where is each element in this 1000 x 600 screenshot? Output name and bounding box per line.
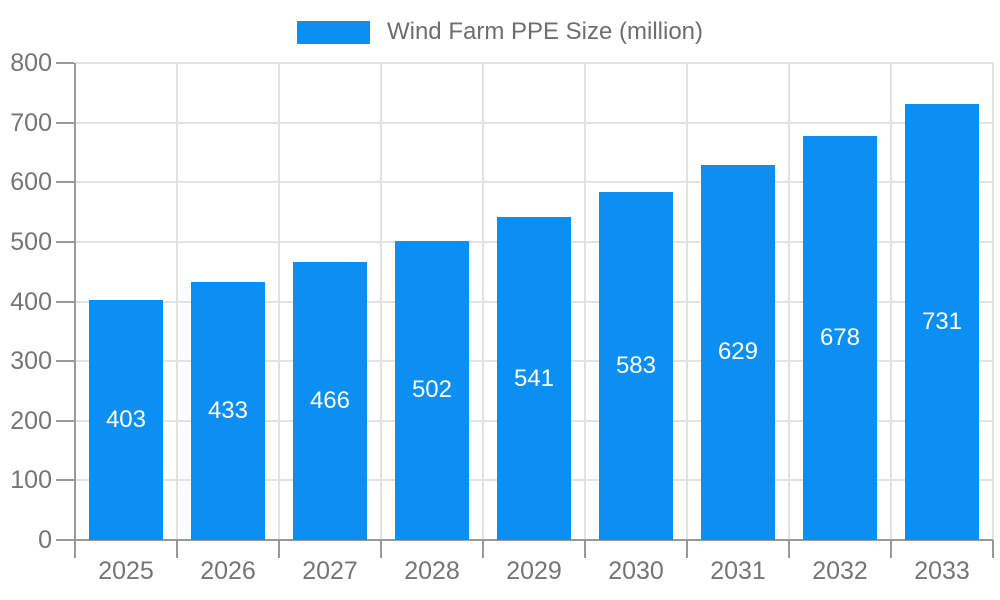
x-axis-tick — [380, 540, 382, 558]
x-axis-tick-label: 2029 — [506, 557, 562, 585]
bar-2027[interactable]: 466 — [293, 262, 367, 540]
bar-value-label: 541 — [513, 364, 554, 392]
x-axis-line — [75, 539, 993, 541]
bar-2028[interactable]: 502 — [395, 240, 469, 540]
y-axis-tick-label: 800 — [10, 49, 52, 77]
bar-value-label: 403 — [105, 405, 146, 433]
bar-2030[interactable]: 583 — [599, 192, 673, 540]
x-axis-tick-label: 2025 — [98, 557, 154, 585]
gridline-vertical — [584, 63, 586, 540]
x-axis-tick — [482, 540, 484, 558]
x-axis-tick — [278, 540, 280, 558]
y-axis-tick — [56, 360, 74, 363]
y-axis-tick-label: 200 — [10, 406, 52, 435]
gridline-vertical — [482, 63, 484, 540]
gridline-vertical — [380, 63, 382, 540]
y-axis-tick-label: 600 — [10, 168, 52, 197]
x-axis-tick — [74, 540, 76, 558]
y-axis-tick — [56, 300, 74, 303]
gridline-vertical — [992, 63, 994, 540]
y-axis-tick — [56, 121, 74, 124]
bar-2029[interactable]: 541 — [497, 217, 571, 540]
y-axis-tick — [56, 62, 74, 64]
gridline-vertical — [788, 63, 790, 540]
y-axis-tick — [56, 419, 74, 422]
x-axis-tick — [788, 540, 790, 558]
bar-2025[interactable]: 403 — [89, 299, 163, 540]
x-axis-tick — [992, 540, 994, 558]
bar-2032[interactable]: 678 — [803, 135, 877, 540]
legend-label: Wind Farm PPE Size (million) — [386, 18, 704, 45]
y-axis-tick-label: 700 — [10, 108, 52, 137]
bar-2031[interactable]: 629 — [701, 164, 775, 540]
y-axis-tick — [56, 539, 74, 541]
x-axis-tick — [686, 540, 688, 558]
x-axis-tick-label: 2031 — [710, 557, 766, 585]
gridline-horizontal — [75, 62, 993, 64]
y-axis-tick-label: 0 — [38, 526, 52, 554]
x-axis-tick-label: 2030 — [608, 557, 664, 585]
y-axis-tick — [56, 181, 74, 184]
y-axis-tick-label: 500 — [10, 227, 52, 256]
x-axis-tick — [176, 540, 178, 558]
gridline-vertical — [176, 63, 178, 540]
gridline-vertical — [278, 63, 280, 540]
gridline-vertical — [686, 63, 688, 540]
bar-value-label: 466 — [309, 387, 350, 415]
bar-value-label: 629 — [717, 338, 758, 366]
legend-swatch — [296, 20, 370, 44]
y-axis-line — [74, 63, 76, 540]
x-axis-tick-label: 2033 — [914, 557, 970, 585]
y-axis-tick-label: 300 — [10, 347, 52, 376]
bar-value-label: 678 — [819, 323, 860, 351]
bar-value-label: 433 — [207, 396, 248, 424]
y-axis-tick-label: 100 — [10, 466, 52, 495]
x-axis-tick-label: 2028 — [404, 557, 460, 585]
y-axis-tick — [56, 240, 74, 243]
gridline-horizontal — [75, 181, 993, 184]
x-axis-tick-label: 2026 — [200, 557, 256, 585]
x-axis-tick — [890, 540, 892, 558]
bar-value-label: 731 — [921, 308, 962, 336]
x-axis-tick — [584, 540, 586, 558]
bar-value-label: 583 — [615, 352, 656, 380]
bar-2033[interactable]: 731 — [905, 104, 979, 540]
x-axis-tick-label: 2027 — [302, 557, 358, 585]
bar-2026[interactable]: 433 — [191, 281, 265, 540]
gridline-horizontal — [75, 121, 993, 124]
gridline-vertical — [890, 63, 892, 540]
y-axis-tick-label: 400 — [10, 287, 52, 316]
bar-value-label: 502 — [411, 376, 452, 404]
y-axis-tick — [56, 479, 74, 482]
legend[interactable]: Wind Farm PPE Size (million) — [0, 14, 1000, 50]
x-axis-tick-label: 2032 — [812, 557, 868, 585]
